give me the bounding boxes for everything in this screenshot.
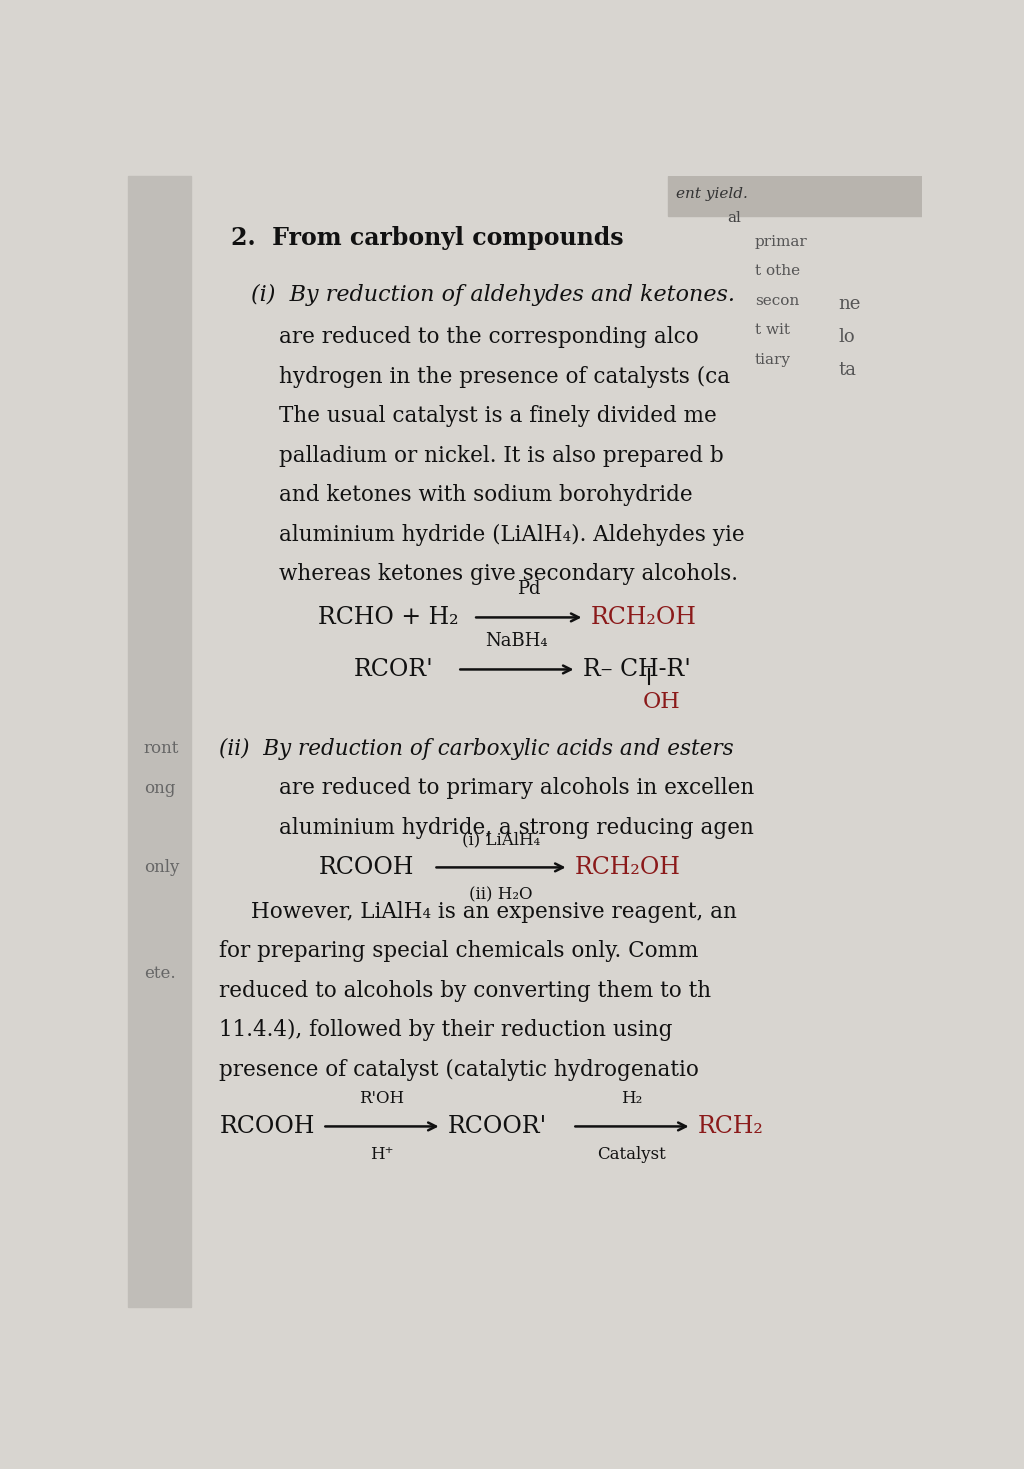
Text: ong: ong	[143, 780, 175, 796]
Text: RCOOR': RCOOR'	[447, 1115, 547, 1138]
Text: R– CH-R': R– CH-R'	[583, 658, 690, 682]
Text: (ii)  By reduction of carboxylic acids and esters: (ii) By reduction of carboxylic acids an…	[219, 737, 734, 759]
Text: RCOOH: RCOOH	[219, 1115, 314, 1138]
Text: (i) LiAlH₄: (i) LiAlH₄	[462, 831, 540, 848]
Text: and ketones with sodium borohydride: and ketones with sodium borohydride	[279, 485, 692, 507]
Bar	[128, 176, 191, 1307]
Text: palladium or nickel. It is also prepared b: palladium or nickel. It is also prepared…	[279, 445, 724, 467]
Text: presence of catalyst (catalytic hydrogenatio: presence of catalyst (catalytic hydrogen…	[219, 1059, 699, 1081]
Text: reduced to alcohols by converting them to th: reduced to alcohols by converting them t…	[219, 980, 712, 1002]
Text: 2.  From carbonyl compounds: 2. From carbonyl compounds	[231, 226, 624, 251]
Text: R'OH: R'OH	[359, 1090, 404, 1108]
Text: RCHO + H₂: RCHO + H₂	[318, 605, 459, 629]
Polygon shape	[668, 176, 922, 216]
Text: ent yield.: ent yield.	[676, 188, 748, 201]
Text: H₂: H₂	[622, 1090, 643, 1108]
Text: secon: secon	[755, 294, 799, 307]
Text: The usual catalyst is a finely divided me: The usual catalyst is a finely divided m…	[279, 405, 717, 427]
Text: are reduced to primary alcohols in excellen: are reduced to primary alcohols in excel…	[279, 777, 754, 799]
Text: ront: ront	[143, 740, 179, 757]
Text: are reduced to the corresponding alco: are reduced to the corresponding alco	[279, 326, 698, 348]
Text: t wit: t wit	[755, 323, 790, 336]
Text: aluminium hydride, a strong reducing agen: aluminium hydride, a strong reducing age…	[279, 817, 754, 839]
Text: al: al	[727, 212, 741, 225]
Text: for preparing special chemicals only. Comm: for preparing special chemicals only. Co…	[219, 940, 698, 962]
Text: only: only	[143, 859, 179, 876]
Text: (ii) H₂O: (ii) H₂O	[469, 887, 532, 903]
Text: RCH₂OH: RCH₂OH	[591, 605, 696, 629]
Text: RCOR': RCOR'	[354, 658, 434, 682]
Text: Catalyst: Catalyst	[598, 1146, 667, 1162]
Text: t othe: t othe	[755, 264, 800, 278]
Text: However, LiAlH₄ is an expensive reagent, an: However, LiAlH₄ is an expensive reagent,…	[251, 900, 737, 923]
Text: RCOOH: RCOOH	[318, 856, 414, 878]
Text: (i)  By reduction of aldehydes and ketones.: (i) By reduction of aldehydes and ketone…	[251, 284, 735, 306]
Text: 11.4.4), followed by their reduction using: 11.4.4), followed by their reduction usi…	[219, 1019, 673, 1042]
Text: ne: ne	[839, 295, 860, 313]
Text: tiary: tiary	[755, 353, 791, 367]
Text: Pd: Pd	[517, 580, 541, 598]
Text: whereas ketones give secondary alcohols.: whereas ketones give secondary alcohols.	[279, 564, 737, 586]
Text: ete.: ete.	[143, 965, 175, 983]
Text: RCH₂: RCH₂	[697, 1115, 764, 1138]
Text: hydrogen in the presence of catalysts (ca: hydrogen in the presence of catalysts (c…	[279, 366, 730, 388]
Text: RCH₂OH: RCH₂OH	[574, 856, 681, 878]
Text: H⁺: H⁺	[371, 1146, 393, 1162]
Text: OH: OH	[642, 692, 680, 714]
Text: NaBH₄: NaBH₄	[485, 632, 548, 651]
Text: ta: ta	[839, 361, 856, 379]
Text: lo: lo	[839, 328, 855, 345]
Text: aluminium hydride (LiAlH₄). Aldehydes yie: aluminium hydride (LiAlH₄). Aldehydes yi…	[279, 524, 744, 546]
Text: primar: primar	[755, 235, 808, 248]
